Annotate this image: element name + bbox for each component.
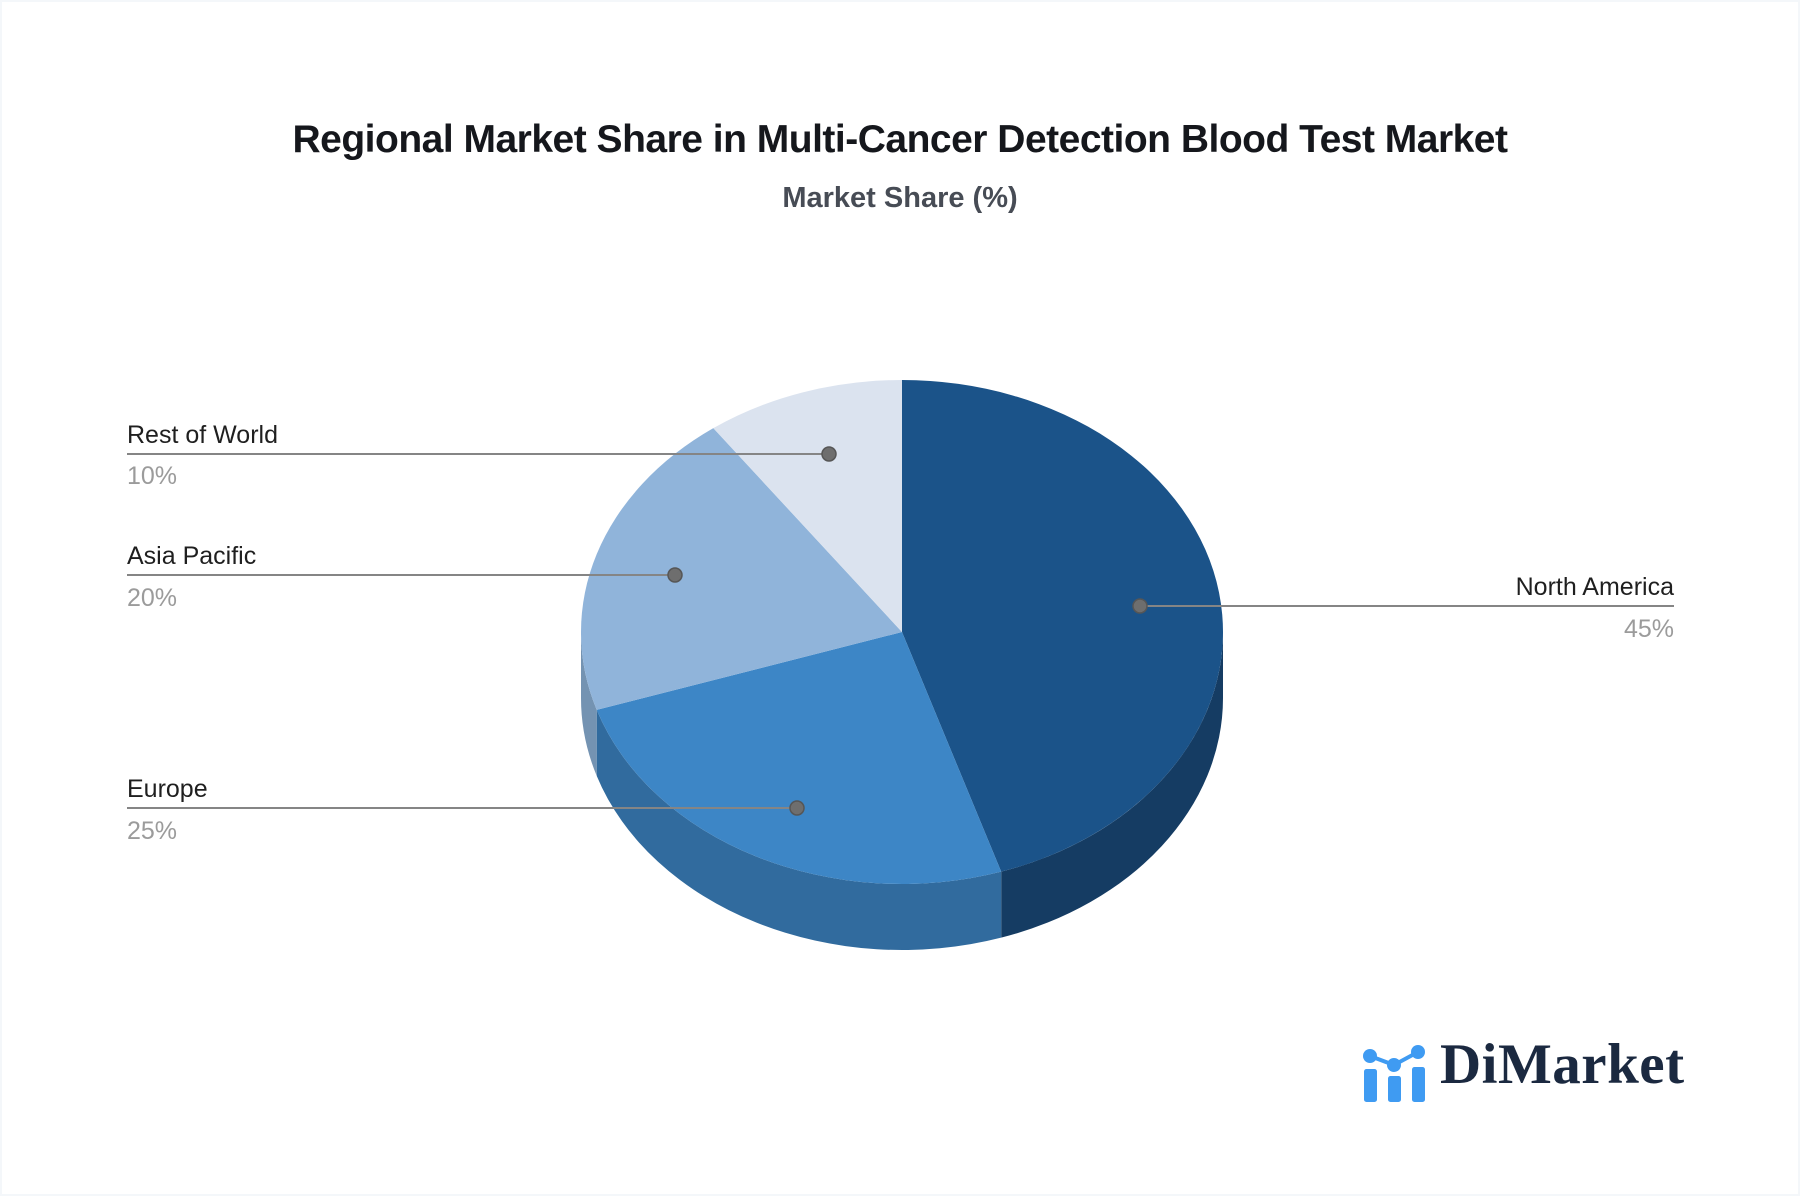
logo-text: DiMarket xyxy=(1440,1033,1685,1096)
slice-percent: 10% xyxy=(127,462,178,490)
slice-label: Rest of World xyxy=(127,421,278,449)
slice-label: Europe xyxy=(127,775,208,803)
pie-slice-rest-of-world[interactable] xyxy=(713,380,902,632)
callout-europe: Europe 25% xyxy=(127,774,208,846)
pie-slice-side-asia-pacific xyxy=(581,632,597,776)
dimarket-logo: DiMarket xyxy=(1362,1034,1685,1102)
leader-dot-asia-pacific xyxy=(667,567,683,583)
chart-title: Regional Market Share in Multi-Cancer De… xyxy=(292,118,1508,161)
slice-percent: 20% xyxy=(127,584,178,612)
slice-percent: 45% xyxy=(1623,615,1674,643)
callout-north-america: North America 45% xyxy=(1274,572,1674,644)
leader-dot-rest-of-world xyxy=(821,446,837,462)
pie-slice-north-america[interactable] xyxy=(902,380,1223,872)
chart-subtitle: Market Share (%) xyxy=(782,182,1018,214)
callout-rest-of-world: Rest of World 10% xyxy=(127,420,278,491)
callout-asia-pacific: Asia Pacific 20% xyxy=(127,541,256,613)
slice-percent: 25% xyxy=(127,817,178,845)
slice-label: Asia Pacific xyxy=(127,542,257,570)
pie-slice-asia-pacific[interactable] xyxy=(581,428,902,710)
pie-slice-europe[interactable] xyxy=(596,632,1002,885)
bar-chart-with-trendline-icon xyxy=(1363,1045,1425,1102)
slice-label: North America xyxy=(1515,573,1674,601)
leader-dot-europe xyxy=(789,800,805,816)
pie-slice-side-north-america xyxy=(1001,632,1223,938)
pie-slice-side-europe xyxy=(596,709,1002,950)
leader-dot-north-america xyxy=(1132,598,1148,614)
